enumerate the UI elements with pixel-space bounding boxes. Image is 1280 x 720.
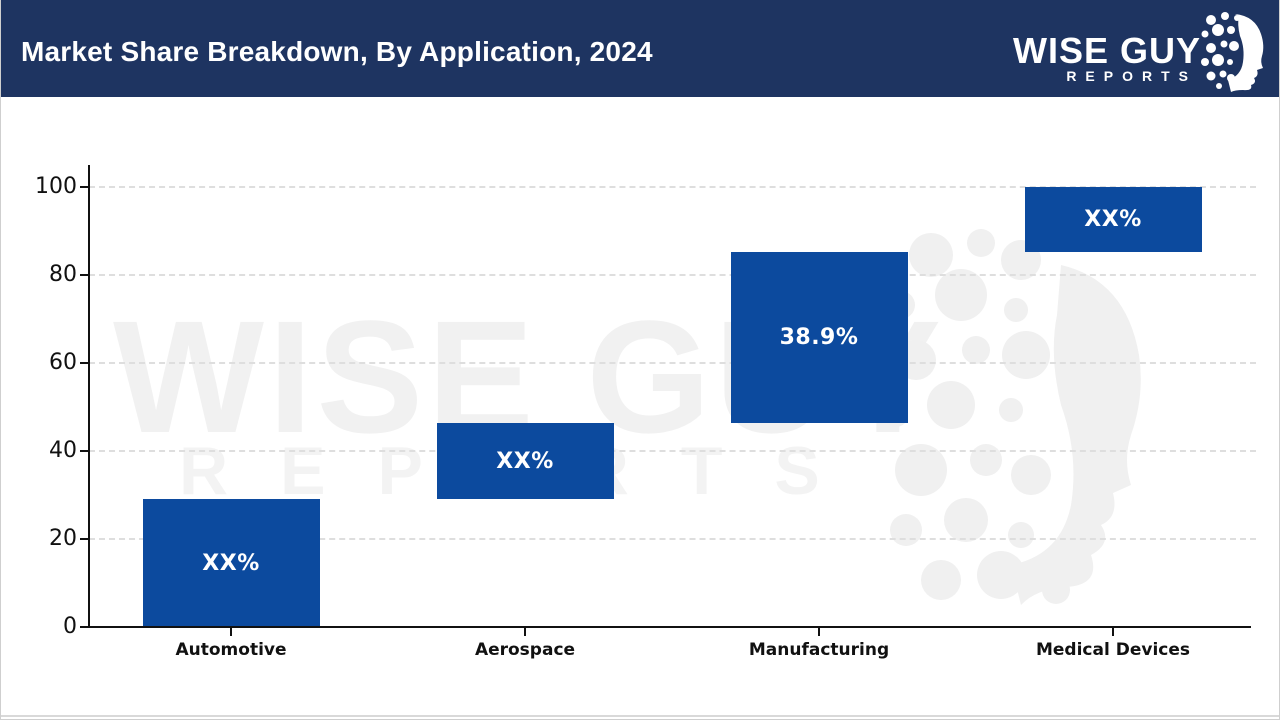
brand-logo-head-icon	[1201, 12, 1264, 92]
bar-automotive: XX%	[142, 499, 320, 627]
bar-value-label: XX%	[202, 550, 260, 576]
x-category-label: Manufacturing	[748, 640, 890, 660]
brand-logo-sub: REPORTS	[1066, 68, 1197, 84]
y-tick-mark	[80, 274, 89, 276]
y-tick-mark	[80, 362, 89, 364]
gridline-y-100	[89, 186, 1256, 188]
y-tick-label: 40	[49, 438, 77, 463]
bar-value-label: 38.9%	[779, 324, 859, 350]
y-tick-label: 80	[49, 262, 77, 287]
y-tick-label: 20	[49, 526, 77, 551]
x-category-label: Aerospace	[474, 640, 576, 660]
bar-aerospace: XX%	[436, 422, 614, 500]
page-title: Market Share Breakdown, By Application, …	[21, 36, 653, 67]
y-tick-mark	[80, 538, 89, 540]
bar-value-label: XX%	[1084, 206, 1142, 232]
y-tick-mark	[80, 626, 89, 628]
brand-logo-name: WISE GUY	[1012, 30, 1201, 71]
gridline-y-80	[89, 274, 1256, 276]
x-tick-mark	[1112, 628, 1114, 636]
x-tick-mark	[230, 628, 232, 636]
gridline-y-20	[89, 538, 1256, 540]
y-tick-label: 60	[49, 350, 77, 375]
y-tick-label: 100	[35, 174, 77, 199]
footer-divider	[1, 715, 1279, 717]
watermark-dotted-head-icon	[884, 229, 1141, 605]
gridline-y-40	[89, 450, 1256, 452]
x-tick-mark	[524, 628, 526, 636]
x-axis-line	[88, 626, 1251, 628]
gridline-y-60	[89, 362, 1256, 364]
bar-manufacturing: 38.9%	[730, 251, 908, 423]
y-tick-label: 0	[63, 614, 77, 639]
report-header: Market Share Breakdown, By Application, …	[1, 0, 1279, 97]
x-category-label: Automotive	[175, 640, 287, 660]
y-tick-mark	[80, 450, 89, 452]
y-tick-mark	[80, 186, 89, 188]
y-axis-line	[88, 165, 90, 628]
bar-medical-devices: XX%	[1024, 187, 1202, 252]
brand-logo: WISE GUY REPORTS	[1013, 6, 1269, 92]
x-category-label: Medical Devices	[1035, 640, 1190, 660]
bar-value-label: XX%	[496, 448, 554, 474]
x-tick-mark	[818, 628, 820, 636]
